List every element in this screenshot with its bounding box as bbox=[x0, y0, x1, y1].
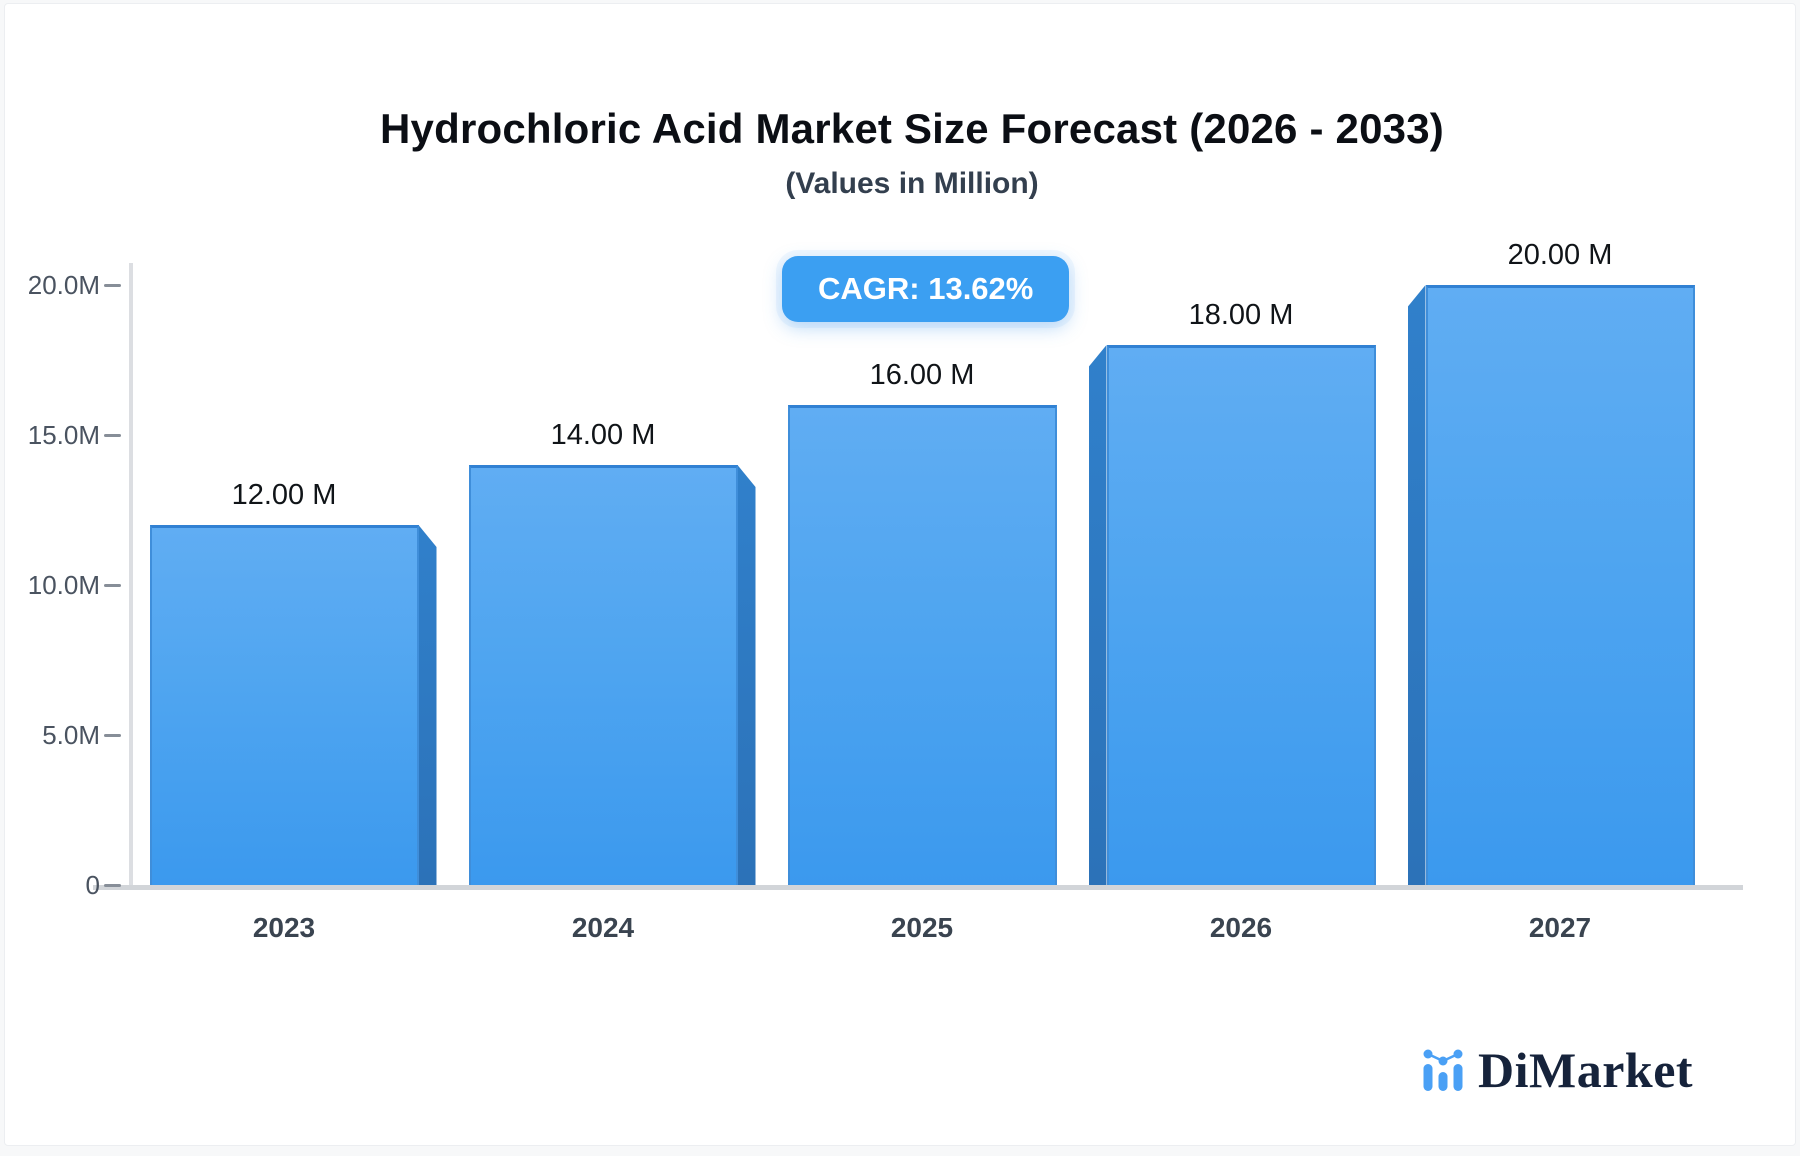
y-tick-mark bbox=[104, 884, 121, 887]
x-axis-label-2026: 2026 bbox=[1209, 912, 1273, 943]
y-tick-label: 10.0M bbox=[27, 570, 100, 600]
bar-chart-icon bbox=[1423, 1049, 1463, 1091]
bar-value-label-2025: 16.00 M bbox=[869, 359, 975, 391]
bar-side-panel-2024 bbox=[737, 465, 756, 885]
y-tick-mark bbox=[104, 434, 121, 437]
bar-side-panel-2026 bbox=[1088, 345, 1107, 885]
bar-side-panel-2027 bbox=[1407, 285, 1426, 885]
bar-value-label-2023: 12.00 M bbox=[231, 479, 337, 511]
bar-2023[interactable] bbox=[149, 525, 419, 885]
cagr-badge: CAGR: 13.62% bbox=[782, 256, 1070, 322]
x-axis-line bbox=[93, 885, 1743, 890]
y-tick-mark bbox=[104, 584, 121, 587]
dimarket-logo[interactable]: DiMarket bbox=[1420, 1040, 1693, 1100]
y-axis-line bbox=[129, 263, 133, 890]
y-tick-mark bbox=[104, 734, 121, 737]
bar-2025[interactable] bbox=[787, 405, 1057, 885]
x-axis-label-2027: 2027 bbox=[1528, 912, 1592, 943]
x-axis-label-2023: 2023 bbox=[252, 912, 316, 943]
chart-title: Hydrochloric Acid Market Size Forecast (… bbox=[380, 105, 1444, 152]
bar-2026[interactable] bbox=[1106, 345, 1376, 885]
bar-side-panel-2023 bbox=[418, 525, 437, 885]
bar-value-label-2024: 14.00 M bbox=[550, 419, 656, 451]
y-tick-label: 0 bbox=[85, 870, 100, 900]
x-axis-label-2025: 2025 bbox=[890, 912, 954, 943]
y-tick-mark bbox=[104, 284, 121, 287]
chart-subtitle: (Values in Million) bbox=[785, 167, 1039, 200]
y-tick-label: 15.0M bbox=[27, 420, 100, 450]
logo-text: DiMarket bbox=[1478, 1042, 1694, 1098]
y-tick-label: 20.0M bbox=[27, 270, 100, 300]
y-tick-label: 5.0M bbox=[42, 720, 100, 750]
bar-2024[interactable] bbox=[468, 465, 738, 885]
x-axis-label-2024: 2024 bbox=[571, 912, 635, 943]
bar-value-label-2027: 20.00 M bbox=[1507, 239, 1613, 271]
bar-value-label-2026: 18.00 M bbox=[1188, 299, 1294, 331]
bar-2027[interactable] bbox=[1425, 285, 1695, 885]
